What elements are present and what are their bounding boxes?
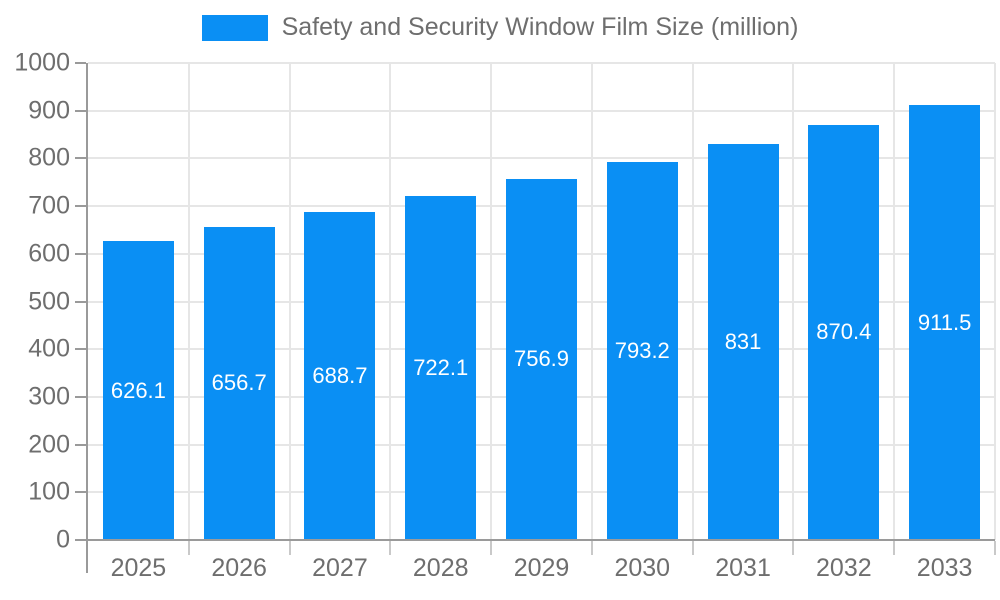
x-axis-line — [86, 539, 995, 541]
v-gridline-4 — [490, 63, 493, 540]
x-axis-label-2027: 2027 — [312, 554, 368, 582]
y-tick-1000 — [75, 62, 86, 64]
y-axis-label-400: 400 — [28, 334, 70, 363]
v-gridline-3 — [389, 63, 392, 540]
y-axis-label-500: 500 — [28, 287, 70, 315]
bar-value-label-2029: 756.9 — [513, 346, 570, 372]
chart-legend: Safety and Security Window Film Size (mi… — [0, 13, 1000, 42]
legend-series-label: Safety and Security Window Film Size (mi… — [281, 13, 799, 41]
y-axis-line — [86, 63, 88, 573]
x-axis-label-2028: 2028 — [412, 554, 469, 582]
v-gridline-7 — [792, 63, 795, 540]
y-tick-900 — [75, 109, 86, 112]
y-tick-400 — [75, 348, 86, 351]
v-gridline-8 — [893, 63, 896, 540]
x-axis-label-2025: 2025 — [110, 554, 167, 582]
x-tick-5 — [590, 541, 593, 555]
bar-value-label-2030: 793.2 — [614, 337, 670, 363]
x-axis-label-2030: 2030 — [614, 554, 671, 582]
bar-value-label-2026: 656.7 — [211, 370, 267, 396]
x-tick-4 — [490, 541, 493, 555]
bar-value-label-2033: 911.5 — [917, 309, 972, 335]
x-tick-2 — [288, 541, 291, 555]
bar-2028[interactable]: 722.1 — [405, 195, 477, 540]
x-tick-6 — [691, 541, 694, 555]
x-tick-1 — [187, 541, 190, 555]
y-axis-label-700: 700 — [28, 191, 70, 220]
h-gridline-900 — [88, 109, 995, 112]
x-axis-labels: 2025 2026 2027 2028 2029 2030 2031 2032 2033 — [88, 554, 995, 586]
legend-swatch — [201, 14, 268, 41]
x-axis-label-2033: 2033 — [916, 554, 973, 582]
y-axis-label-300: 300 — [28, 382, 70, 411]
y-axis-label-0: 0 — [56, 525, 70, 554]
v-gridline-6 — [691, 63, 694, 540]
y-tick-100 — [75, 491, 86, 494]
bar-value-label-2027: 688.7 — [312, 362, 368, 388]
y-tick-0 — [75, 539, 86, 541]
bar-value-label-2031: 831 — [724, 328, 762, 354]
y-tick-200 — [75, 443, 86, 446]
h-gridline-1000 — [88, 62, 995, 64]
v-gridline-2 — [288, 63, 291, 540]
x-tick-3 — [389, 541, 392, 555]
bar-2031[interactable]: 831 — [707, 143, 779, 540]
y-axis-label-200: 200 — [28, 430, 70, 459]
x-tick-9 — [994, 541, 996, 555]
x-tick-8 — [893, 541, 896, 555]
y-tick-600 — [75, 252, 86, 255]
y-axis-label-600: 600 — [28, 239, 70, 268]
plot-area: 626.1 656.7 688.7 722.1 756.9 793.2 831 870.4 91… — [88, 62, 996, 540]
bar-value-label-2032: 870.4 — [816, 319, 872, 345]
x-axis-label-2026: 2026 — [211, 554, 267, 582]
x-axis-label-2032: 2032 — [816, 554, 872, 582]
x-axis-label-2031: 2031 — [715, 554, 771, 582]
v-gridline-5 — [590, 63, 593, 540]
bar-2033[interactable]: 911.5 — [909, 105, 981, 540]
v-gridline-9 — [994, 63, 996, 540]
h-gridline-800 — [88, 157, 995, 160]
x-axis-label-2029: 2029 — [513, 554, 570, 582]
y-tick-300 — [75, 395, 86, 398]
y-axis-label-800: 800 — [28, 143, 70, 172]
bar-2027[interactable]: 688.7 — [304, 211, 376, 540]
bar-2032[interactable]: 870.4 — [808, 124, 880, 540]
y-axis-label-100: 100 — [28, 477, 70, 506]
bar-value-label-2028: 722.1 — [413, 354, 469, 380]
legend-item-series[interactable]: Safety and Security Window Film Size (mi… — [201, 13, 799, 42]
bar-2029[interactable]: 756.9 — [506, 178, 577, 540]
y-axis-label-1000: 1000 — [14, 48, 70, 77]
y-tick-800 — [75, 157, 86, 160]
bar-value-label-2025: 626.1 — [110, 377, 166, 403]
y-tick-500 — [75, 300, 86, 303]
y-axis-labels: 0 100 200 300 400 500 600 700 800 900 1000 — [0, 49, 70, 554]
v-gridline-1 — [187, 63, 190, 540]
bar-2030[interactable]: 793.2 — [606, 161, 678, 540]
bar-2025[interactable]: 626.1 — [102, 241, 174, 540]
bar-2026[interactable]: 656.7 — [203, 226, 275, 540]
x-tick-7 — [792, 541, 795, 555]
y-axis-label-900: 900 — [28, 96, 70, 125]
y-tick-700 — [75, 205, 86, 208]
